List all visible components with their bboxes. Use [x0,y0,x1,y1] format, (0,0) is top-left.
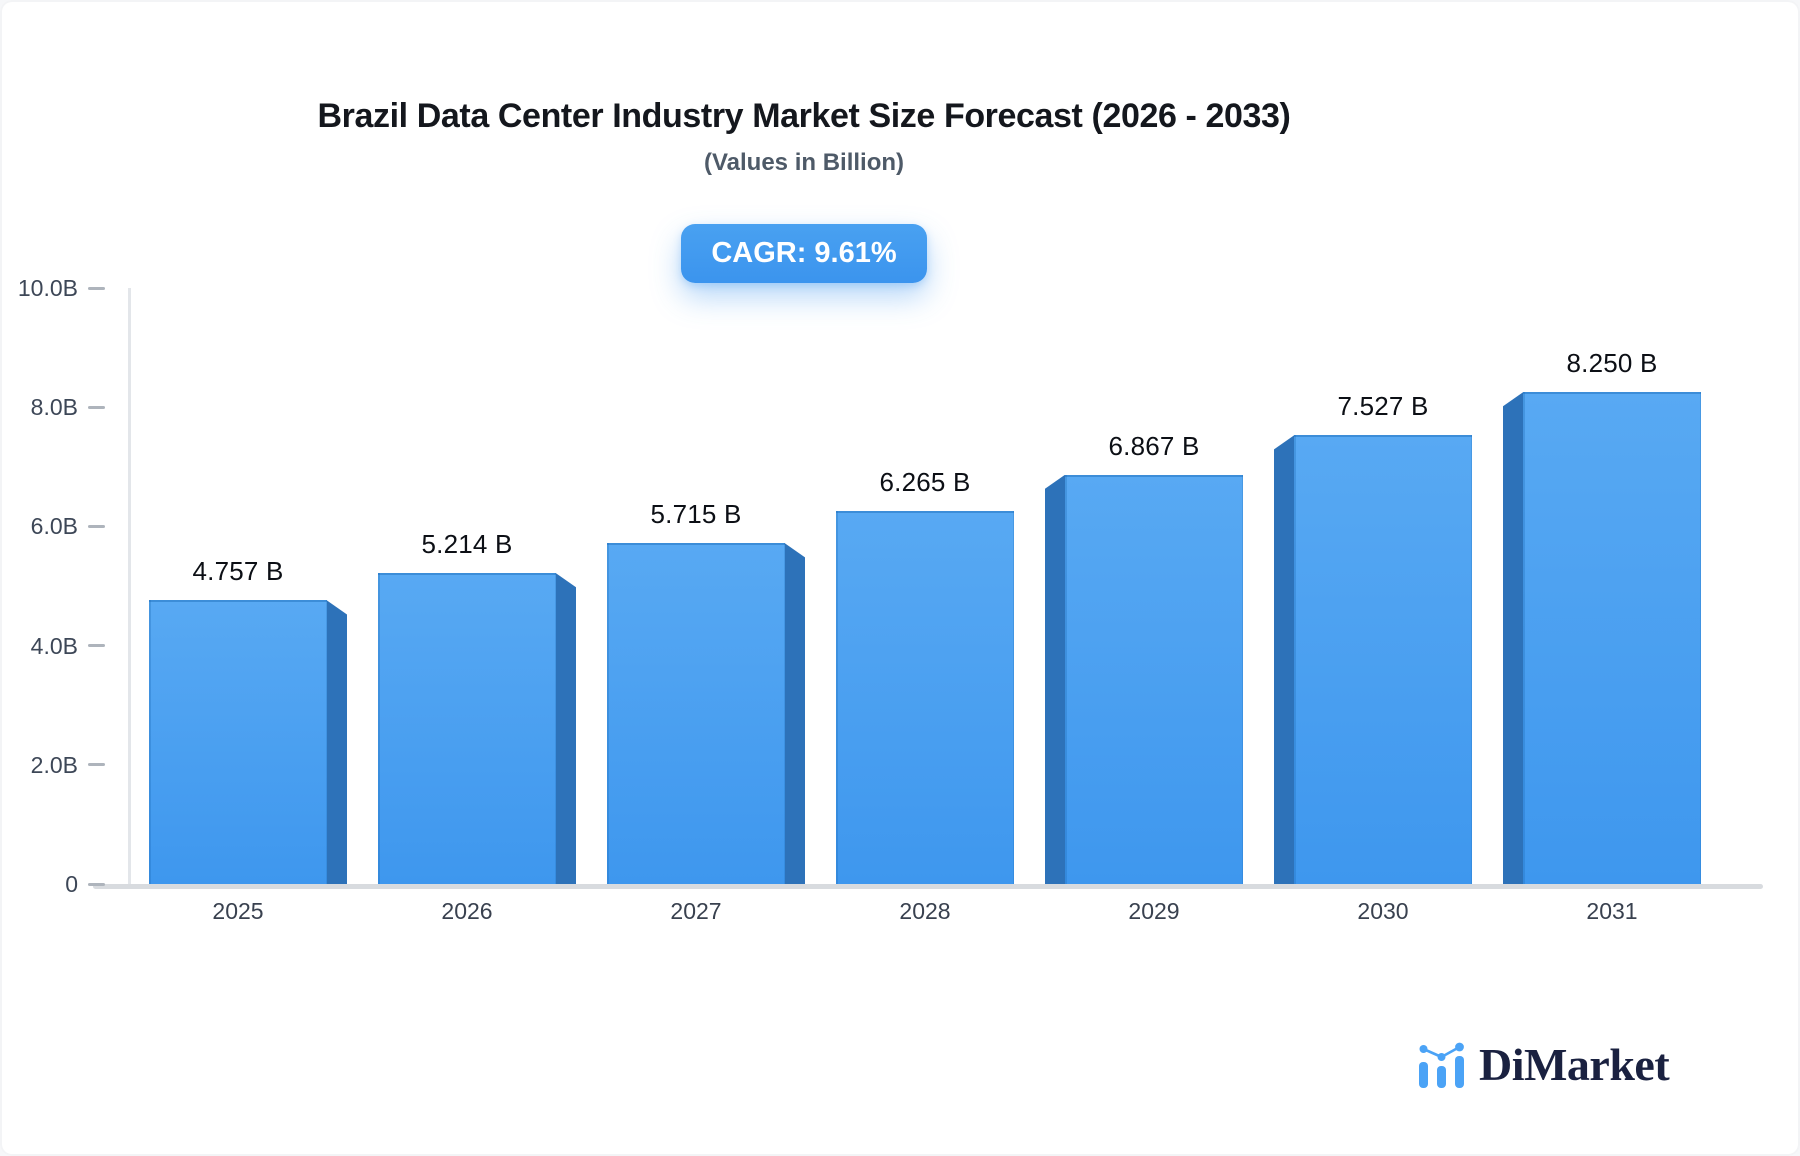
badge-row: CAGR: 9.61% [0,224,1608,283]
chart-subtitle: (Values in Billion) [703,149,905,176]
y-tick-label-8.0B: 8.0B [30,394,78,421]
bar-value-label-2029: 6.867 B [1108,430,1200,461]
bar-2030 [1294,435,1472,884]
bar-2025 [149,600,327,884]
bar-side-face-2031 [1503,392,1523,884]
x-axis-label-2026: 2026 [441,898,493,924]
cagr-badge: CAGR: 9.61% [681,224,927,283]
brand-name: DiMarket [1479,1039,1670,1090]
bar-2031 [1523,392,1701,884]
chart-title: Brazil Data Center Industry Market Size … [317,97,1291,135]
bar-2026 [378,573,556,884]
x-axis-label-2027: 2027 [670,898,722,924]
y-tick-label-0: 0 [65,871,78,897]
y-tick-mark [88,286,105,290]
bar-2029 [1065,474,1243,884]
dimarket-logo: DiMarket [1417,1039,1670,1090]
bar-value-label-2026: 5.214 B [421,529,513,560]
bar-side-face-2030 [1274,435,1294,884]
y-tick-mark [88,405,105,409]
x-axis-baseline [93,884,1763,889]
bar-value-label-2030: 7.527 B [1337,391,1429,422]
x-axis-label-2029: 2029 [1128,898,1180,924]
bar-side-face-2027 [785,543,805,884]
bar-side-face-2029 [1045,474,1065,884]
bar-value-label-2027: 5.715 B [650,499,742,530]
y-tick-mark [88,882,105,886]
bar-side-face-2025 [327,600,347,884]
bar-2027 [607,543,785,884]
y-axis-line [128,288,131,884]
x-axis-label-2030: 2030 [1357,898,1409,924]
y-tick-label-10.0B: 10.0B [17,275,78,301]
bar-side-face-2026 [556,573,576,884]
bar-value-label-2028: 6.265 B [879,466,971,497]
bar-value-label-2031: 8.250 B [1566,348,1658,379]
bar-value-label-2025: 4.757 B [192,556,284,587]
x-axis-label-2031: 2031 [1586,898,1638,924]
y-tick-label-2.0B: 2.0B [30,751,78,778]
y-tick-mark [88,524,105,528]
y-tick-mark [88,644,105,648]
x-axis-label-2025: 2025 [212,898,264,924]
x-axis-label-2028: 2028 [899,898,951,924]
bar-chart-logo-icon [1419,1042,1464,1088]
y-tick-label-6.0B: 6.0B [30,513,78,540]
y-tick-label-4.0B: 4.0B [30,632,78,659]
y-tick-mark [88,763,105,767]
bar-2028 [836,510,1014,884]
